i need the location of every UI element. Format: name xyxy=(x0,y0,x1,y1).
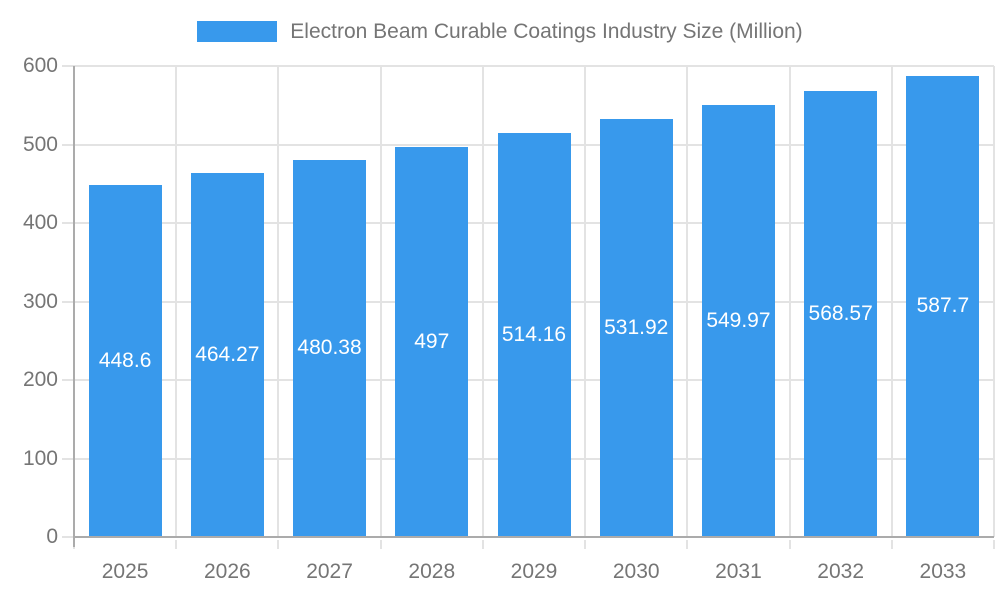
gridline-vertical xyxy=(481,66,484,537)
y-axis-label: 0 xyxy=(46,525,58,548)
x-axis-tick xyxy=(686,540,689,549)
gridline-vertical xyxy=(993,66,995,537)
x-axis-tick xyxy=(788,540,791,549)
bar[interactable] xyxy=(293,159,367,537)
x-axis-label: 2028 xyxy=(408,560,456,583)
bar[interactable] xyxy=(804,90,878,537)
x-axis-line xyxy=(73,536,994,538)
x-axis-label: 2025 xyxy=(101,560,149,583)
bar[interactable] xyxy=(599,119,673,537)
y-axis-label: 600 xyxy=(22,54,58,77)
bar[interactable] xyxy=(88,184,162,537)
x-axis-label: 2033 xyxy=(919,560,967,583)
y-axis-label: 200 xyxy=(22,368,58,391)
bar[interactable] xyxy=(701,105,775,537)
x-axis-tick xyxy=(175,540,178,549)
x-axis-label: 2031 xyxy=(715,560,762,583)
gridline-vertical xyxy=(277,66,280,537)
y-axis-line xyxy=(73,66,75,547)
gridline-vertical xyxy=(890,66,893,537)
y-axis-label: 400 xyxy=(22,211,58,234)
x-axis-tick xyxy=(481,540,484,549)
gridline-vertical xyxy=(686,66,689,537)
x-axis-tick xyxy=(890,540,893,549)
bar[interactable] xyxy=(395,146,469,537)
x-axis-tick xyxy=(993,540,995,549)
x-axis-label: 2032 xyxy=(817,560,865,583)
bar[interactable] xyxy=(190,172,264,537)
x-axis-tick xyxy=(584,540,587,549)
gridline-vertical xyxy=(379,66,382,537)
bar[interactable] xyxy=(497,133,571,537)
x-axis-label: 2030 xyxy=(612,560,660,583)
legend-swatch-icon[interactable] xyxy=(197,21,278,42)
gridline-vertical xyxy=(788,66,791,537)
x-axis-tick xyxy=(379,540,382,549)
x-axis-label: 2027 xyxy=(306,560,353,583)
legend[interactable]: Electron Beam Curable Coatings Industry … xyxy=(0,21,1000,42)
x-axis-label: 2026 xyxy=(203,560,251,583)
gridline-vertical xyxy=(175,66,178,537)
gridline-vertical xyxy=(584,66,587,537)
legend-label: Electron Beam Curable Coatings Industry … xyxy=(290,20,803,43)
x-axis-tick xyxy=(277,540,280,549)
y-axis-label: 100 xyxy=(22,446,58,470)
bar[interactable] xyxy=(906,75,980,537)
gridline-horizontal xyxy=(74,65,994,67)
y-axis-label: 300 xyxy=(22,289,58,313)
y-axis-label: 500 xyxy=(22,132,58,156)
x-axis-label: 2029 xyxy=(510,560,558,583)
